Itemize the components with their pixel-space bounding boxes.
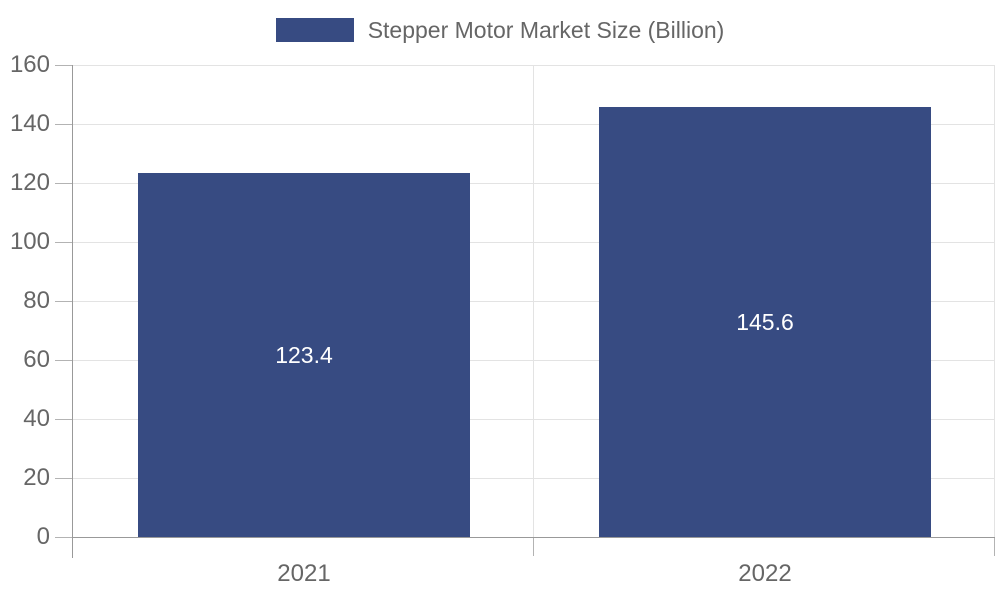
gridline-horizontal	[73, 478, 995, 479]
y-tick-mark	[55, 124, 72, 125]
x-tick-mark	[994, 538, 995, 556]
legend-swatch	[275, 18, 354, 42]
gridline-horizontal	[73, 419, 995, 420]
y-tick-label: 120	[9, 169, 50, 196]
x-tick-mark	[533, 538, 534, 556]
gridline-horizontal	[73, 65, 995, 66]
y-axis-line	[72, 65, 73, 558]
gridline-vertical	[533, 65, 534, 537]
y-tick-mark	[55, 537, 72, 538]
gridline-horizontal	[73, 360, 995, 361]
x-axis-line	[72, 537, 995, 538]
y-tick-label: 60	[23, 346, 50, 373]
y-tick-mark	[55, 242, 72, 243]
y-tick-label: 0	[36, 523, 50, 550]
y-tick-label: 140	[9, 110, 50, 137]
y-tick-mark	[55, 65, 72, 66]
y-tick-label: 100	[9, 228, 50, 255]
y-tick-label: 160	[9, 51, 50, 78]
bar-value-label: 145.6	[736, 308, 794, 335]
plot-area: 123.4 145.6	[73, 65, 995, 537]
y-tick-mark	[55, 360, 72, 361]
bar-value-label: 123.4	[275, 341, 333, 368]
y-tick-label: 80	[23, 287, 50, 314]
gridline-horizontal	[73, 301, 995, 302]
y-tick-mark	[55, 183, 72, 184]
y-tick-label: 20	[23, 464, 50, 491]
gridline-vertical	[994, 65, 995, 537]
legend-label: Stepper Motor Market Size (Billion)	[367, 17, 725, 43]
legend[interactable]: Stepper Motor Market Size (Billion)	[0, 18, 1000, 42]
y-tick-label: 40	[23, 405, 50, 432]
bar-2022[interactable]: 145.6	[599, 107, 931, 537]
y-tick-mark	[55, 301, 72, 302]
x-tick-label-2022: 2022	[738, 560, 792, 587]
gridline-horizontal	[73, 242, 995, 243]
gridline-horizontal	[73, 183, 995, 184]
bar-2021[interactable]: 123.4	[138, 173, 470, 537]
y-tick-mark	[55, 419, 72, 420]
x-tick-label-2021: 2021	[277, 560, 331, 587]
y-tick-mark	[55, 478, 72, 479]
gridline-horizontal	[73, 124, 995, 125]
